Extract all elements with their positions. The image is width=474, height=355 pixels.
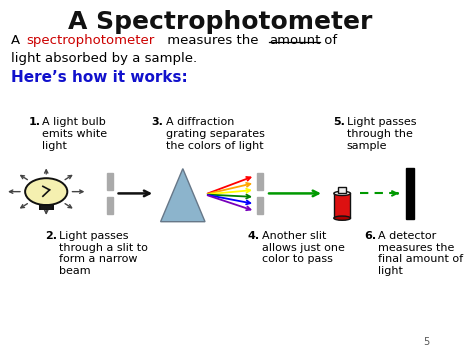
Text: Here’s how it works:: Here’s how it works:: [11, 70, 187, 84]
Text: spectrophotometer: spectrophotometer: [26, 34, 155, 47]
Text: A light bulb
emits white
light: A light bulb emits white light: [42, 118, 108, 151]
Bar: [406, 168, 414, 219]
Text: A diffraction
grating separates
the colors of light: A diffraction grating separates the colo…: [165, 118, 264, 151]
Text: 5: 5: [423, 337, 429, 346]
Polygon shape: [161, 169, 205, 222]
Text: 6.: 6.: [365, 231, 376, 241]
Bar: [338, 187, 346, 193]
Ellipse shape: [334, 216, 350, 220]
Text: light absorbed by a sample.: light absorbed by a sample.: [11, 52, 197, 65]
Text: Light passes
through a slit to
form a narrow
beam: Light passes through a slit to form a na…: [59, 231, 148, 276]
Text: Another slit
allows just one
color to pass: Another slit allows just one color to pa…: [262, 231, 345, 264]
Circle shape: [25, 178, 67, 205]
Bar: [334, 193, 350, 218]
Text: A detector
measures the
final amount of
light: A detector measures the final amount of …: [378, 231, 464, 276]
Text: A: A: [11, 34, 24, 47]
Text: 4.: 4.: [248, 231, 260, 241]
Text: A Spectrophotometer: A Spectrophotometer: [68, 10, 372, 33]
Bar: [257, 197, 263, 214]
Text: 5.: 5.: [333, 118, 345, 127]
Ellipse shape: [334, 191, 350, 196]
Bar: [107, 173, 113, 190]
Text: measures the: measures the: [163, 34, 263, 47]
Bar: [257, 173, 263, 190]
Bar: [107, 197, 113, 214]
Text: Light passes
through the
sample: Light passes through the sample: [346, 118, 416, 151]
Text: 3.: 3.: [152, 118, 164, 127]
Text: 2.: 2.: [45, 231, 57, 241]
Text: amount: amount: [269, 34, 320, 47]
Text: of: of: [320, 34, 337, 47]
Text: 1.: 1.: [28, 118, 40, 127]
